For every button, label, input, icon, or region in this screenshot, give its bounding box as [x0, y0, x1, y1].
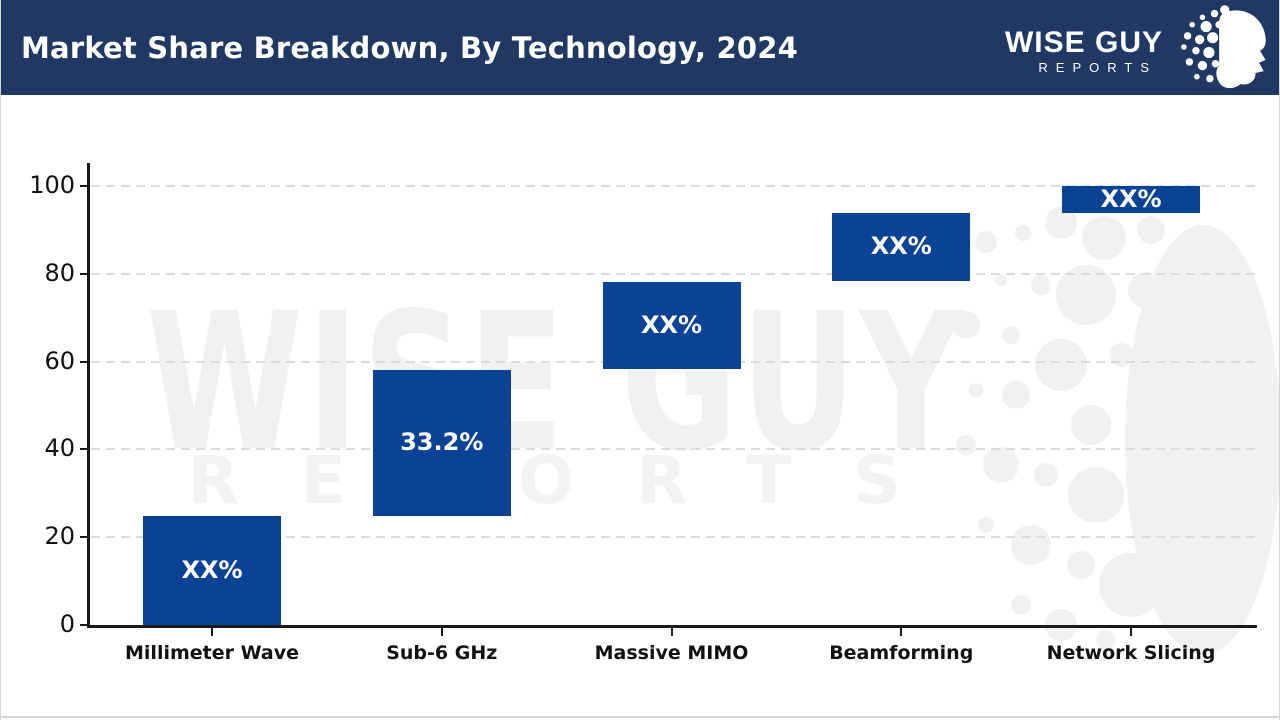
bar-segment: [372, 370, 511, 517]
y-tick-label: 80: [44, 258, 75, 287]
bar-value-label: XX%: [1100, 184, 1162, 213]
gridline: [91, 272, 1256, 275]
page-title: Market Share Breakdown, By Technology, 2…: [21, 30, 799, 65]
bar-segment: [602, 281, 741, 370]
bar-value-label: XX%: [870, 232, 932, 261]
bar-segment: [832, 213, 971, 281]
header-bar: Market Share Breakdown, By Technology, 2…: [1, 0, 1279, 95]
bottom-border-line: [1, 716, 1279, 718]
plot-area: 0 20 40 60 80 100 XX% Millimeter Wave 33.2% Sub-6…: [1, 95, 1279, 720]
x-axis-line: [89, 625, 1257, 628]
bar-segment: [1062, 185, 1200, 214]
x-category-label: Network Slicing: [1046, 642, 1216, 664]
logo-wiseguy-text: WISE GUY: [1004, 26, 1163, 59]
y-tick-mark: [80, 185, 88, 187]
x-category-label: Beamforming: [829, 642, 974, 664]
y-tick-label: 0: [59, 610, 75, 638]
x-category-label: Massive MIMO: [594, 642, 749, 664]
x-tick-mark: [670, 628, 673, 636]
x-tick-mark: [900, 628, 903, 636]
watermark-wiseguy-text: WISE GUY: [146, 272, 966, 493]
x-tick-mark: [1130, 628, 1132, 636]
logo-head-icon: [1181, 5, 1266, 89]
y-tick-mark: [80, 448, 88, 451]
x-category-label: Sub-6 GHz: [386, 642, 498, 664]
x-tick-mark: [440, 628, 443, 636]
x-tick-mark: [211, 628, 213, 636]
y-tick-label: 20: [44, 522, 75, 551]
gridline: [91, 185, 1256, 187]
watermark-reports-text: REPORTS: [188, 442, 963, 519]
bar-segment: [143, 516, 281, 625]
y-tick-mark: [80, 272, 88, 275]
y-tick-mark: [80, 360, 88, 363]
y-axis-line: [87, 163, 90, 628]
x-category-label: Millimeter Wave: [125, 642, 299, 664]
gridline: [91, 536, 1256, 539]
bar-value-label: XX%: [181, 556, 243, 585]
y-tick-label: 40: [44, 434, 75, 463]
y-tick-mark: [80, 536, 88, 539]
bar-value-label: 33.2%: [400, 428, 484, 457]
y-tick-mark: [80, 624, 88, 626]
gridline: [91, 448, 1256, 451]
y-tick-label: 60: [44, 346, 75, 375]
logo-reports-text: REPORTS: [1038, 60, 1157, 75]
y-tick-label: 100: [29, 171, 75, 199]
brand-logo: WISE GUY REPORTS: [1005, 0, 1273, 95]
bar-value-label: XX%: [640, 310, 703, 339]
watermark-head-icon: [952, 207, 1279, 655]
